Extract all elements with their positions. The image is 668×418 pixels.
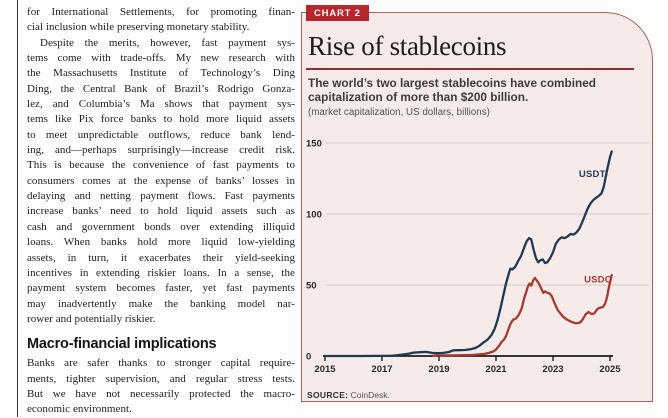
- y-tick-label: 150: [306, 139, 322, 150]
- text-line: to meet unpredictable outflows, reduce b…: [27, 128, 295, 141]
- chart-source: SOURCE: CoinDesk.: [307, 390, 390, 400]
- text-line: cial inclusion while preserving monetary…: [27, 21, 250, 34]
- text-line: consumers comes at the expense of banks’…: [27, 174, 295, 187]
- stablecoin-chart-svg: 0 50 100 150 2015 2017 2019 2021 2023 2025 USDT USD…: [306, 139, 649, 375]
- text-line: loans. When banks hold more liquid low-y…: [27, 236, 295, 249]
- y-tick-label: 0: [306, 352, 311, 363]
- usdt-series-label: USDT: [579, 169, 606, 180]
- x-tick-label: 2015: [314, 364, 336, 375]
- text-line: rower and potentially riskier.: [27, 312, 156, 325]
- text-line: capitalization of more than $200 billion…: [308, 90, 529, 104]
- title-divider: [306, 68, 634, 70]
- text-line: ing, and—perhaps surprisingly—increase c…: [27, 144, 295, 157]
- chart-panel: CHART 2 Rise of stablecoins The world’s …: [301, 5, 653, 402]
- y-tick-label: 100: [306, 210, 322, 221]
- text-line: economic environment.: [27, 403, 132, 416]
- paragraph: Despite the merits, however, fast paymen…: [27, 36, 295, 328]
- text-line: for International Settlements, for promo…: [27, 6, 295, 18]
- x-tick-label: 2021: [485, 364, 507, 375]
- text-line: This is because the convenience of fast …: [27, 159, 295, 172]
- y-tick-label: 50: [306, 281, 317, 292]
- section-heading: Macro-financial implications: [27, 336, 217, 353]
- text-line: tems come with trade-offs. My new resear…: [27, 52, 295, 65]
- text-line: But we have not necessarily protected th…: [27, 387, 295, 400]
- text-line: incentives in extending riskier loans. I…: [27, 266, 295, 279]
- text-line: increase banks’ need to hold liquid asse…: [27, 205, 295, 218]
- paragraph: for International Settlements, for promo…: [27, 5, 295, 36]
- text-line: The world’s two largest stablecoins have…: [308, 76, 596, 90]
- source-label: SOURCE:: [307, 390, 349, 400]
- text-line: cash and government bonds over extending…: [27, 220, 295, 233]
- x-tick-label: 2023: [542, 364, 563, 375]
- paragraph: Banks are safer thanks to stronger capit…: [27, 356, 295, 417]
- x-tick-label: 2019: [428, 364, 449, 375]
- text-line: Despite the merits, however, fast paymen…: [40, 36, 295, 49]
- text-line: lez, and Columbia’s Ma shows that paymen…: [27, 98, 295, 111]
- text-line: the Massachusetts Institute of Technolog…: [27, 67, 295, 80]
- source-value: CoinDesk.: [348, 390, 390, 400]
- chart-unit-note: (market capitalization, US dollars, bill…: [308, 107, 490, 118]
- text-line: Banks are safer thanks to stronger capit…: [27, 357, 295, 370]
- usdt-line: [323, 150, 613, 358]
- text-line: payment system becomes faster, yet fast …: [27, 282, 295, 295]
- x-tick-label: 2025: [599, 364, 621, 375]
- usdc-line: [432, 273, 613, 357]
- chart-number-badge: CHART 2: [306, 5, 369, 21]
- chart-title: Rise of stablecoins: [308, 31, 507, 61]
- x-tick-label: 2017: [371, 364, 392, 375]
- article-text-column: for International Settlements, for promo…: [27, 5, 295, 418]
- column-rule: [17, 0, 19, 417]
- text-line: Ding, the Central Bank of Brazil’s Rodri…: [27, 82, 295, 95]
- text-line: assets, in turn, it exacerbates their yi…: [27, 251, 295, 264]
- text-line: ments, tighter supervision, and regular …: [27, 372, 295, 385]
- usdc-series-label: USDC: [584, 274, 612, 285]
- chart-subtitle: The world’s two largest stablecoins have…: [308, 76, 638, 104]
- text-line: may inadvertently make the banking model…: [27, 297, 295, 310]
- text-line: tems like Pix force banks to hold more l…: [27, 113, 295, 126]
- text-line: delaying and netting payment flows. Fast…: [27, 190, 295, 203]
